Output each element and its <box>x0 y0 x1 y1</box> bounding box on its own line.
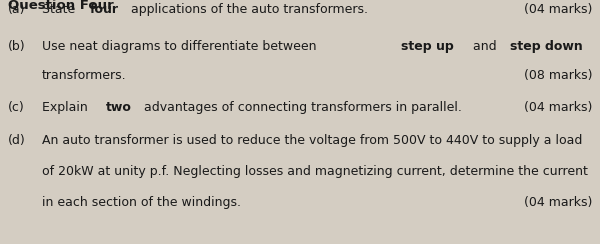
Text: four: four <box>90 3 119 16</box>
Text: (04 marks): (04 marks) <box>524 101 592 114</box>
Text: applications of the auto transformers.: applications of the auto transformers. <box>127 3 368 16</box>
Text: of 20kW at unity p.f. Neglecting losses and magnetizing current, determine the c: of 20kW at unity p.f. Neglecting losses … <box>42 165 588 178</box>
Text: step up: step up <box>401 40 454 53</box>
Text: An auto transformer is used to reduce the voltage from 500V to 440V to supply a : An auto transformer is used to reduce th… <box>42 134 583 147</box>
Text: (b): (b) <box>8 40 26 53</box>
Text: (a): (a) <box>8 3 25 16</box>
Text: and: and <box>469 40 501 53</box>
Text: (04 marks): (04 marks) <box>524 196 592 209</box>
Text: advantages of connecting transformers in parallel.: advantages of connecting transformers in… <box>140 101 461 114</box>
Text: step down: step down <box>510 40 583 53</box>
Text: (c): (c) <box>8 101 25 114</box>
Text: Question Four: Question Four <box>8 0 114 12</box>
Text: two: two <box>106 101 132 114</box>
Text: in each section of the windings.: in each section of the windings. <box>42 196 241 209</box>
Text: (d): (d) <box>8 134 26 147</box>
Text: (08 marks): (08 marks) <box>523 69 592 82</box>
Text: transformers.: transformers. <box>42 69 127 82</box>
Text: State: State <box>42 3 79 16</box>
Text: Explain: Explain <box>42 101 92 114</box>
Text: Use neat diagrams to differentiate between: Use neat diagrams to differentiate betwe… <box>42 40 320 53</box>
Text: (04 marks): (04 marks) <box>524 3 592 16</box>
